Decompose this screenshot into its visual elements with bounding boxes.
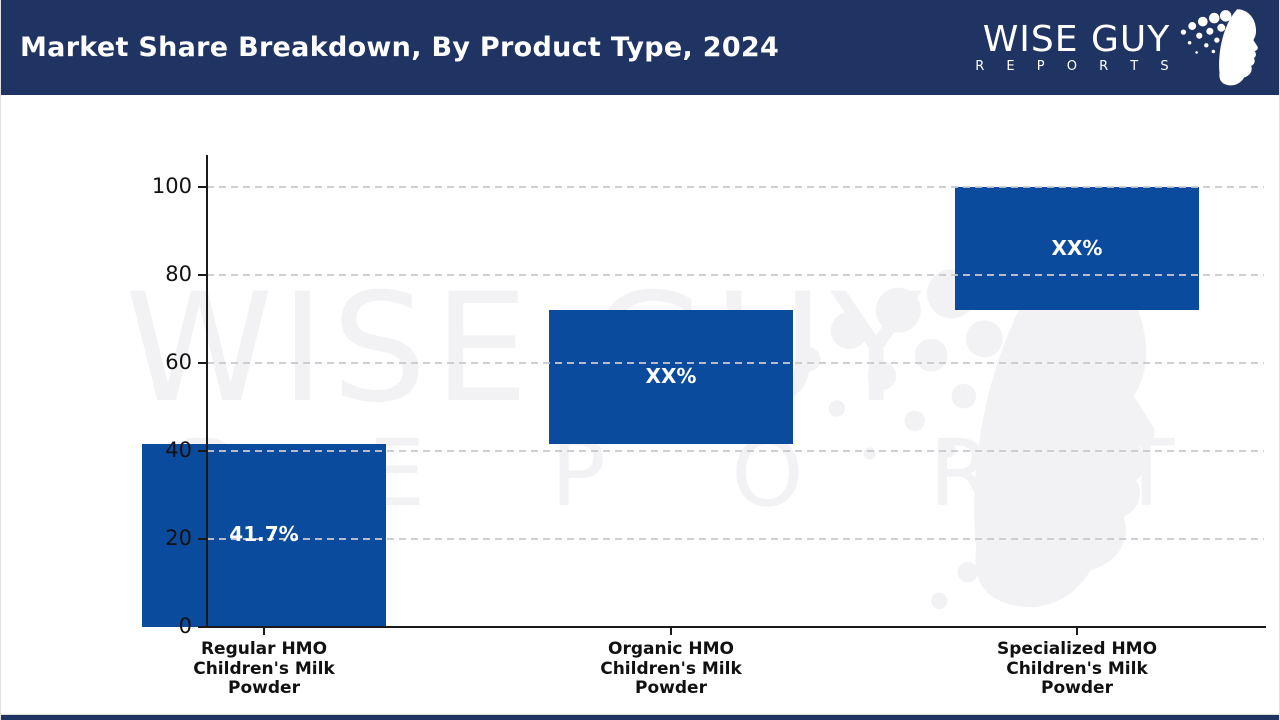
y-tick-label: 40 [165, 438, 192, 462]
grid-line [207, 450, 1264, 452]
x-category-label-line: Powder [228, 678, 300, 698]
x-axis-line [206, 626, 1266, 628]
x-category-label: Organic HMO Children's Milk Powder [531, 639, 811, 699]
y-tick [198, 626, 206, 628]
footer-accent-bar [0, 715, 1280, 720]
x-category-label-line: Powder [635, 678, 707, 698]
x-category-label-line: Organic HMO [608, 639, 734, 659]
x-category-label-line: Children's Milk [1006, 658, 1148, 679]
header-bar: Market Share Breakdown, By Product Type,… [0, 0, 1280, 95]
chart-title: Market Share Breakdown, By Product Type,… [20, 32, 780, 63]
grid-line [207, 362, 1264, 364]
bar-value-label: XX% [645, 363, 697, 388]
x-tick [670, 626, 672, 635]
x-category-label-line: Children's Milk [193, 658, 335, 679]
y-tick-label: 80 [165, 262, 192, 286]
bar-value-label: XX% [1051, 235, 1103, 260]
bar-value-label: 41.7% [229, 522, 299, 547]
y-tick-label: 20 [165, 526, 192, 550]
brand-logo-text: WISE GUY R E P O R T S [975, 18, 1178, 75]
x-category-label: Specialized HMO Children's Milk Powder [937, 639, 1217, 699]
x-category-label-line: Children's Milk [600, 658, 742, 679]
y-tick [198, 362, 206, 364]
chart-bar [549, 310, 793, 444]
y-tick [198, 274, 206, 276]
chart-bar [142, 443, 386, 627]
brand-logo: WISE GUY R E P O R T S [975, 4, 1264, 92]
brand-subname: R E P O R T S [975, 59, 1178, 75]
grid-line [207, 538, 1264, 540]
x-category-label: Regular HMO Children's Milk Powder [124, 639, 404, 699]
brand-head-icon [1172, 4, 1264, 92]
x-category-label-line: Specialized HMO [996, 639, 1158, 659]
y-tick [198, 186, 206, 188]
y-axis-line [206, 155, 208, 628]
grid-line [207, 186, 1264, 188]
y-tick [198, 538, 206, 540]
x-tick [263, 626, 265, 635]
x-category-label-line: Regular HMO [200, 639, 328, 659]
brand-name: WISE GUY [982, 18, 1171, 60]
y-tick-label: 0 [178, 614, 192, 638]
y-tick-label: 100 [151, 174, 192, 198]
y-tick [198, 450, 206, 452]
y-tick-label: 60 [165, 350, 192, 374]
x-tick [1076, 626, 1078, 635]
x-category-label-line: Powder [1041, 678, 1113, 698]
grid-line [207, 274, 1264, 276]
